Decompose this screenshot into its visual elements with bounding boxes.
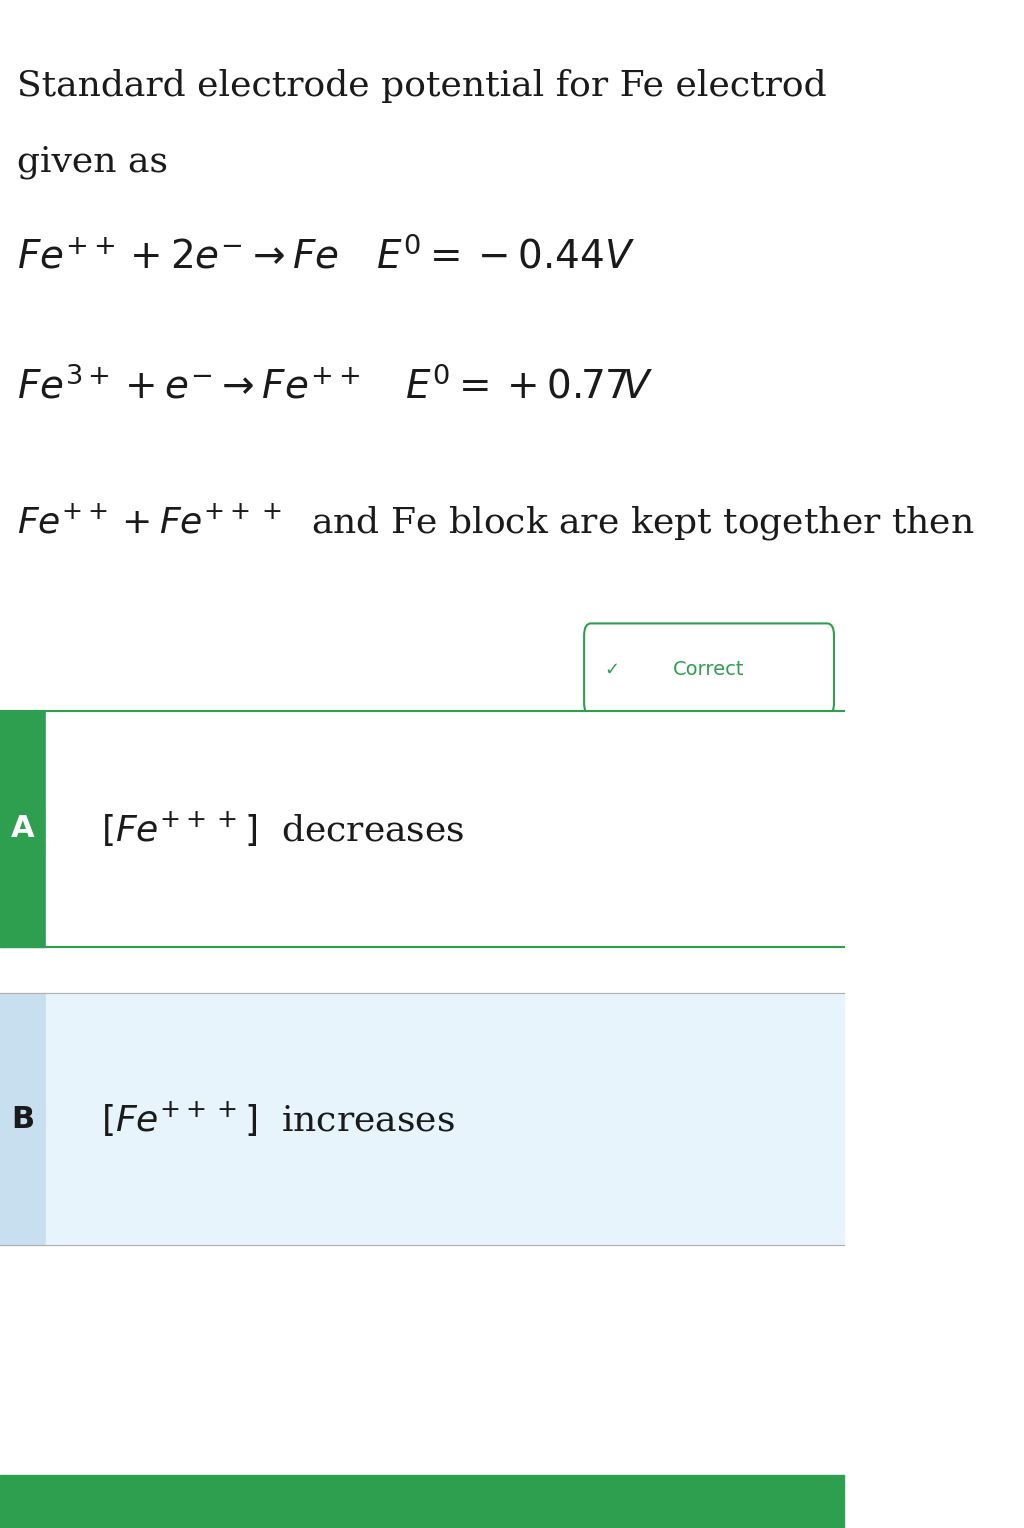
- Text: ✓: ✓: [604, 660, 620, 678]
- Text: given as: given as: [16, 145, 168, 179]
- Text: $Fe^{3+}+e^{-}\rightarrow Fe^{++}\quad E^{0}=+0.77V$: $Fe^{3+}+e^{-}\rightarrow Fe^{++}\quad E…: [16, 367, 653, 406]
- Text: $Fe^{++}+Fe^{+++}$  and Fe block are kept together then: $Fe^{++}+Fe^{+++}$ and Fe block are kept…: [16, 501, 975, 542]
- Bar: [0, 711, 46, 947]
- Bar: [0, 1475, 844, 1528]
- Text: $Fe^{++}+2e^{-}\rightarrow Fe\quad E^{0}=-0.44V$: $Fe^{++}+2e^{-}\rightarrow Fe\quad E^{0}…: [16, 237, 635, 277]
- Text: $\left[Fe^{+++}\right]$  increases: $\left[Fe^{+++}\right]$ increases: [101, 1100, 455, 1138]
- FancyBboxPatch shape: [584, 623, 834, 715]
- Bar: [46, 711, 844, 947]
- Text: Correct: Correct: [674, 660, 744, 678]
- Text: $\left[Fe^{+++}\right]$  decreases: $\left[Fe^{+++}\right]$ decreases: [101, 810, 465, 848]
- Bar: [0, 993, 46, 1245]
- Text: Standard electrode potential for Fe electrod: Standard electrode potential for Fe elec…: [16, 69, 826, 102]
- Bar: [46, 993, 844, 1245]
- Text: B: B: [11, 1105, 35, 1134]
- Text: A: A: [11, 814, 35, 843]
